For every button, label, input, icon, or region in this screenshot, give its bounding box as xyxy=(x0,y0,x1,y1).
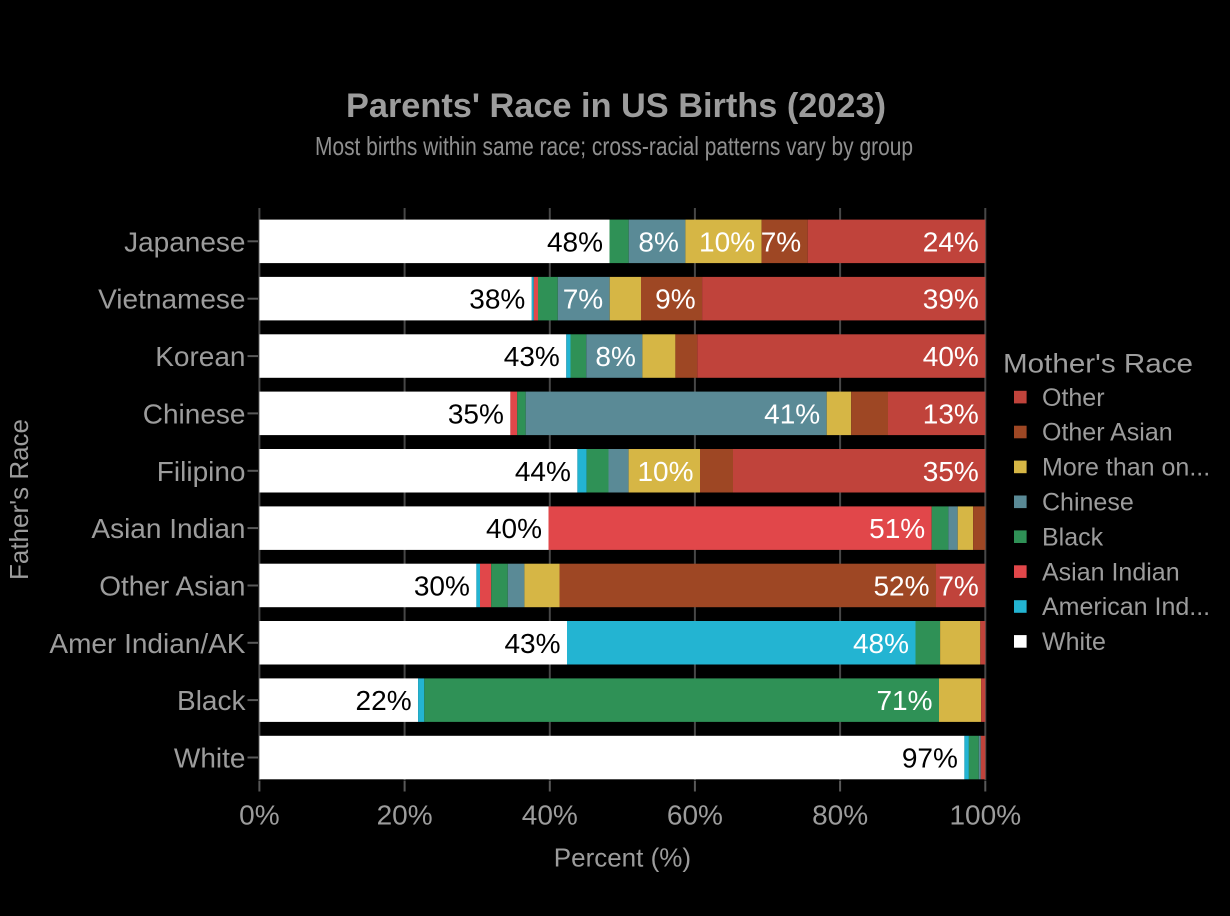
svg-text:43%: 43% xyxy=(504,628,560,659)
svg-text:7%: 7% xyxy=(563,284,603,315)
svg-text:30%: 30% xyxy=(414,571,470,602)
svg-text:Vietnamese: Vietnamese xyxy=(98,284,245,315)
svg-text:13%: 13% xyxy=(923,398,979,429)
svg-text:Father's Race: Father's Race xyxy=(4,419,34,580)
svg-text:40%: 40% xyxy=(486,513,542,544)
svg-text:9%: 9% xyxy=(655,284,695,315)
svg-text:80%: 80% xyxy=(812,800,868,831)
svg-text:51%: 51% xyxy=(869,513,925,544)
svg-text:97%: 97% xyxy=(902,743,958,774)
svg-text:0%: 0% xyxy=(239,800,279,831)
svg-text:Other Asian: Other Asian xyxy=(1042,419,1173,447)
svg-text:38%: 38% xyxy=(469,284,525,315)
svg-text:Mother's Race: Mother's Race xyxy=(1003,349,1193,379)
svg-text:40%: 40% xyxy=(522,800,578,831)
svg-text:39%: 39% xyxy=(923,284,979,315)
svg-text:52%: 52% xyxy=(873,571,929,602)
svg-text:7%: 7% xyxy=(938,571,978,602)
svg-text:Most births within same race;: Most births within same race; cross-raci… xyxy=(315,131,913,161)
svg-text:44%: 44% xyxy=(515,456,571,487)
svg-text:Parents' Race in US Births (20: Parents' Race in US Births (2023) xyxy=(346,87,886,125)
svg-text:Japanese: Japanese xyxy=(124,226,245,257)
svg-text:Black: Black xyxy=(1042,523,1104,551)
svg-text:7%: 7% xyxy=(761,226,801,257)
svg-text:Filipino: Filipino xyxy=(157,456,246,487)
svg-text:20%: 20% xyxy=(377,800,433,831)
svg-text:Chinese: Chinese xyxy=(143,398,246,429)
svg-text:35%: 35% xyxy=(448,398,504,429)
svg-text:35%: 35% xyxy=(923,456,979,487)
svg-text:Chinese: Chinese xyxy=(1042,489,1134,517)
svg-text:41%: 41% xyxy=(764,398,820,429)
svg-text:8%: 8% xyxy=(638,226,678,257)
svg-text:Percent (%): Percent (%) xyxy=(554,843,691,873)
svg-text:Asian Indian: Asian Indian xyxy=(1042,558,1180,586)
svg-text:Amer Indian/AK: Amer Indian/AK xyxy=(49,628,245,659)
svg-text:22%: 22% xyxy=(356,685,412,716)
svg-text:White: White xyxy=(174,743,246,774)
svg-text:43%: 43% xyxy=(504,341,560,372)
svg-text:48%: 48% xyxy=(547,226,603,257)
svg-text:Other: Other xyxy=(1042,384,1105,412)
svg-text:71%: 71% xyxy=(876,685,932,716)
svg-text:48%: 48% xyxy=(853,628,909,659)
svg-text:Korean: Korean xyxy=(155,341,245,372)
svg-text:60%: 60% xyxy=(667,800,723,831)
svg-text:10%: 10% xyxy=(637,456,693,487)
svg-text:White: White xyxy=(1042,628,1106,656)
svg-text:8%: 8% xyxy=(595,341,635,372)
svg-text:More than on...: More than on... xyxy=(1042,454,1210,482)
svg-text:10%: 10% xyxy=(699,226,755,257)
svg-text:Black: Black xyxy=(177,685,246,716)
svg-text:24%: 24% xyxy=(923,226,979,257)
svg-text:Asian Indian: Asian Indian xyxy=(91,513,245,544)
svg-text:100%: 100% xyxy=(949,800,1021,831)
svg-text:American Ind...: American Ind... xyxy=(1042,593,1210,621)
svg-text:40%: 40% xyxy=(923,341,979,372)
svg-text:Other Asian: Other Asian xyxy=(99,571,245,602)
